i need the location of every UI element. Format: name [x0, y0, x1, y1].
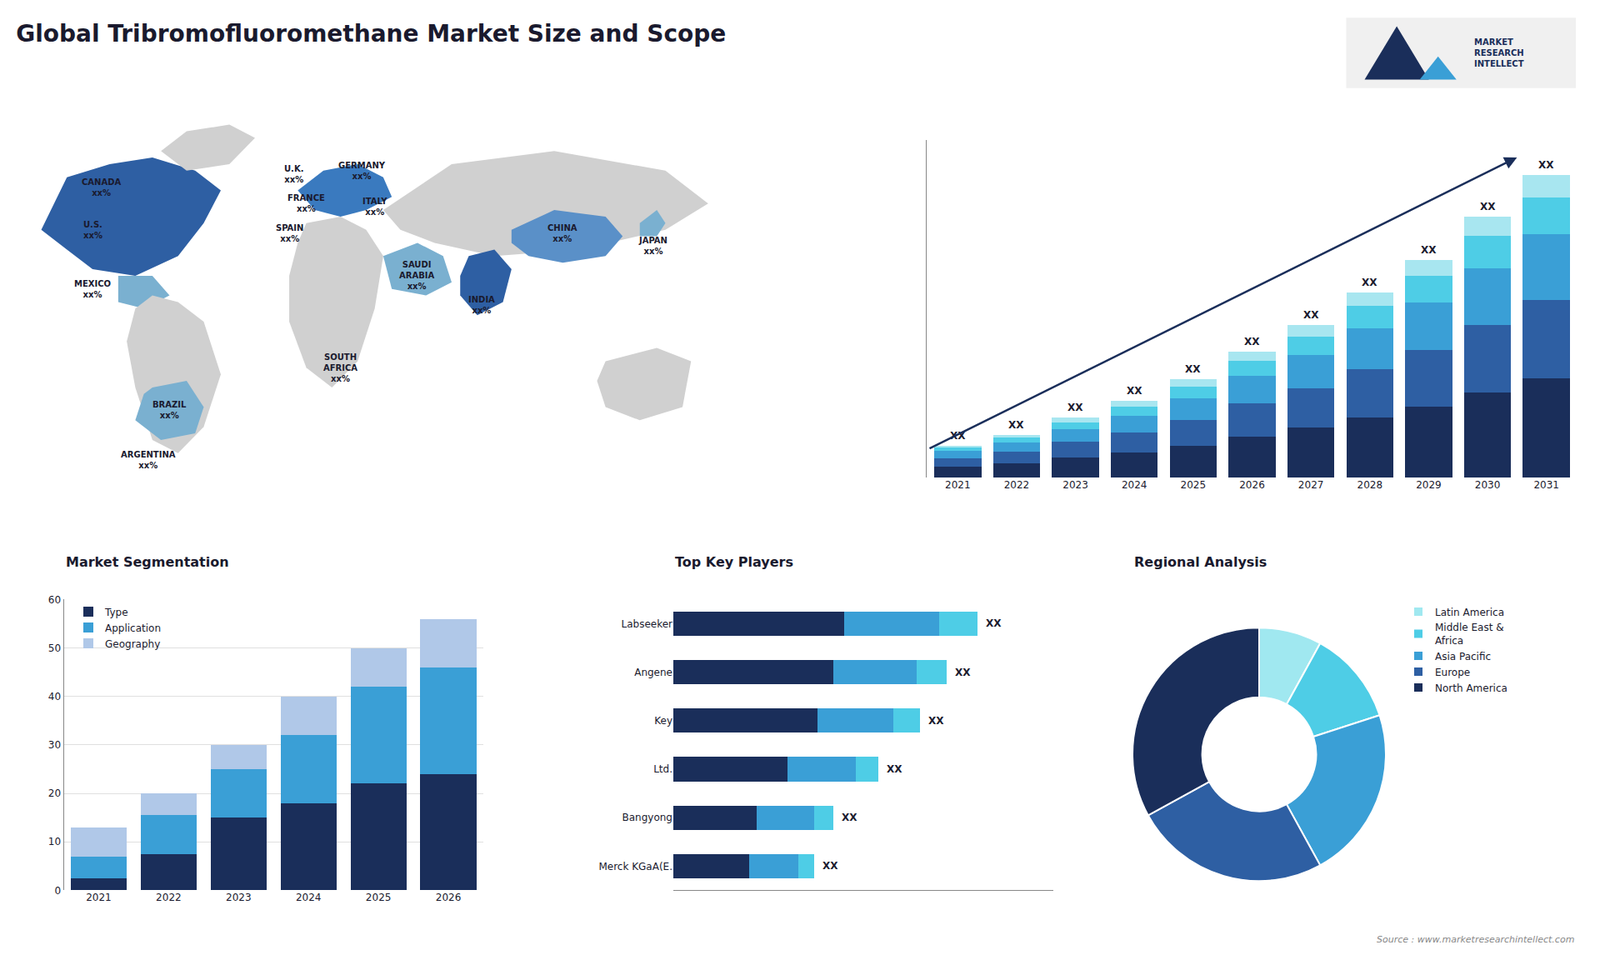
svg-text:2023: 2023 [225, 891, 252, 904]
svg-text:2021: 2021 [85, 891, 112, 904]
svg-text:XX: XX [841, 811, 858, 824]
svg-text:Global Tribromofluoromethane M: Global Tribromofluoromethane Market Size… [15, 20, 726, 48]
svg-text:JAPANxx%: JAPANxx% [638, 235, 668, 256]
svg-text:50: 50 [48, 642, 61, 655]
svg-text:2026: 2026 [435, 891, 462, 904]
svg-text:Latin America: Latin America [1435, 606, 1505, 619]
svg-text:Angene: Angene [634, 666, 673, 679]
svg-text:Top Key Players: Top Key Players [675, 554, 794, 570]
svg-text:Regional Analysis: Regional Analysis [1134, 554, 1267, 570]
svg-text:2029: 2029 [1415, 479, 1442, 491]
svg-text:XX: XX [1361, 276, 1378, 289]
svg-text:XX: XX [928, 715, 945, 727]
svg-text:2024: 2024 [295, 891, 322, 904]
svg-text:Asia Pacific: Asia Pacific [1435, 650, 1491, 663]
svg-text:XX: XX [1303, 309, 1320, 321]
svg-text:2031: 2031 [1533, 479, 1560, 491]
svg-text:Market Segmentation: Market Segmentation [65, 554, 230, 570]
svg-text:BRAZILxx%: BRAZILxx% [152, 400, 187, 420]
svg-text:2025: 2025 [365, 891, 392, 904]
svg-text:Labseeker: Labseeker [620, 618, 673, 630]
svg-text:Middle East &Africa: Middle East &Africa [1435, 621, 1505, 647]
svg-text:20: 20 [48, 787, 61, 800]
svg-text:MARKETRESEARCHINTELLECT: MARKETRESEARCHINTELLECT [1474, 37, 1525, 69]
svg-text:2023: 2023 [1062, 479, 1089, 491]
svg-text:2027: 2027 [1298, 479, 1325, 491]
svg-text:Source : www.marketresearchint: Source : www.marketresearchintellect.com [1376, 934, 1575, 945]
svg-text:XX: XX [1244, 335, 1260, 348]
svg-text:ITALYxx%: ITALYxx% [362, 196, 388, 217]
svg-text:60: 60 [48, 594, 61, 606]
svg-text:2026: 2026 [1239, 479, 1265, 491]
svg-text:Type: Type [104, 606, 129, 619]
svg-text:CHINAxx%: CHINAxx% [547, 223, 578, 244]
svg-text:2022: 2022 [155, 891, 182, 904]
svg-text:XX: XX [950, 430, 966, 442]
svg-text:FRANCExx%: FRANCExx% [287, 193, 325, 214]
svg-text:XX: XX [822, 860, 839, 872]
svg-text:XX: XX [955, 666, 971, 679]
svg-text:10: 10 [48, 835, 61, 848]
svg-text:North America: North America [1435, 682, 1508, 695]
svg-text:Merck KGaA(E.: Merck KGaA(E. [598, 860, 673, 873]
svg-text:2022: 2022 [1004, 479, 1030, 491]
svg-text:2030: 2030 [1475, 479, 1501, 491]
svg-text:MEXICOxx%: MEXICOxx% [74, 279, 111, 300]
svg-text:2025: 2025 [1180, 479, 1207, 491]
svg-text:XX: XX [1185, 363, 1201, 375]
svg-text:INDIAxx%: INDIAxx% [468, 295, 495, 315]
svg-text:XX: XX [1067, 401, 1084, 414]
svg-text:XX: XX [1538, 159, 1555, 171]
svg-text:2024: 2024 [1121, 479, 1148, 491]
svg-text:Ltd.: Ltd. [653, 763, 673, 775]
svg-text:U.S.xx%: U.S.xx% [83, 220, 103, 240]
svg-text:30: 30 [48, 739, 61, 751]
svg-text:Geography: Geography [105, 638, 160, 650]
svg-text:2028: 2028 [1356, 479, 1383, 491]
svg-text:40: 40 [48, 690, 61, 703]
svg-text:0: 0 [54, 885, 61, 897]
svg-text:CANADAxx%: CANADAxx% [81, 177, 121, 198]
svg-text:Europe: Europe [1435, 666, 1470, 679]
svg-text:XX: XX [985, 617, 1002, 630]
svg-text:Application: Application [105, 622, 161, 635]
svg-text:ARGENTINAxx%: ARGENTINAxx% [120, 450, 176, 470]
svg-text:U.K.xx%: U.K.xx% [284, 164, 304, 185]
svg-text:XX: XX [886, 763, 903, 775]
svg-text:SPAINxx%: SPAINxx% [275, 223, 304, 244]
svg-text:XX: XX [1480, 200, 1496, 213]
svg-text:SOUTHAFRICAxx%: SOUTHAFRICAxx% [323, 352, 358, 384]
svg-text:XX: XX [1008, 419, 1025, 431]
svg-text:SAUDIARABIAxx%: SAUDIARABIAxx% [399, 260, 435, 291]
svg-text:XX: XX [1420, 244, 1437, 256]
svg-text:Bangyong: Bangyong [622, 811, 673, 824]
svg-text:Key: Key [654, 715, 673, 727]
svg-text:2021: 2021 [945, 479, 971, 491]
svg-text:GERMANYxx%: GERMANYxx% [338, 160, 386, 181]
svg-text:XX: XX [1126, 385, 1143, 397]
